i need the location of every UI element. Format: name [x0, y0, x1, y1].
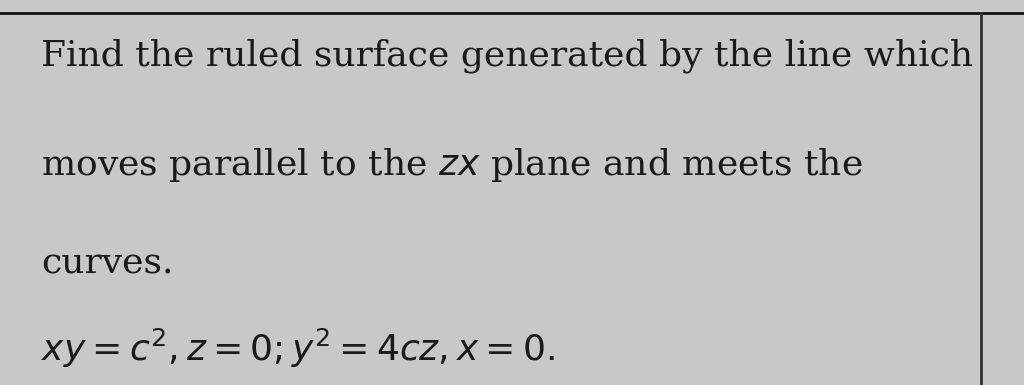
Text: moves parallel to the $zx$ plane and meets the: moves parallel to the $zx$ plane and mee… — [41, 146, 862, 184]
Text: curves.: curves. — [41, 246, 173, 280]
Text: Find the ruled surface generated by the line which: Find the ruled surface generated by the … — [41, 38, 973, 73]
Text: $xy = c^2, z = 0; y^2 = 4cz, x = 0.$: $xy = c^2, z = 0; y^2 = 4cz, x = 0.$ — [41, 327, 555, 370]
